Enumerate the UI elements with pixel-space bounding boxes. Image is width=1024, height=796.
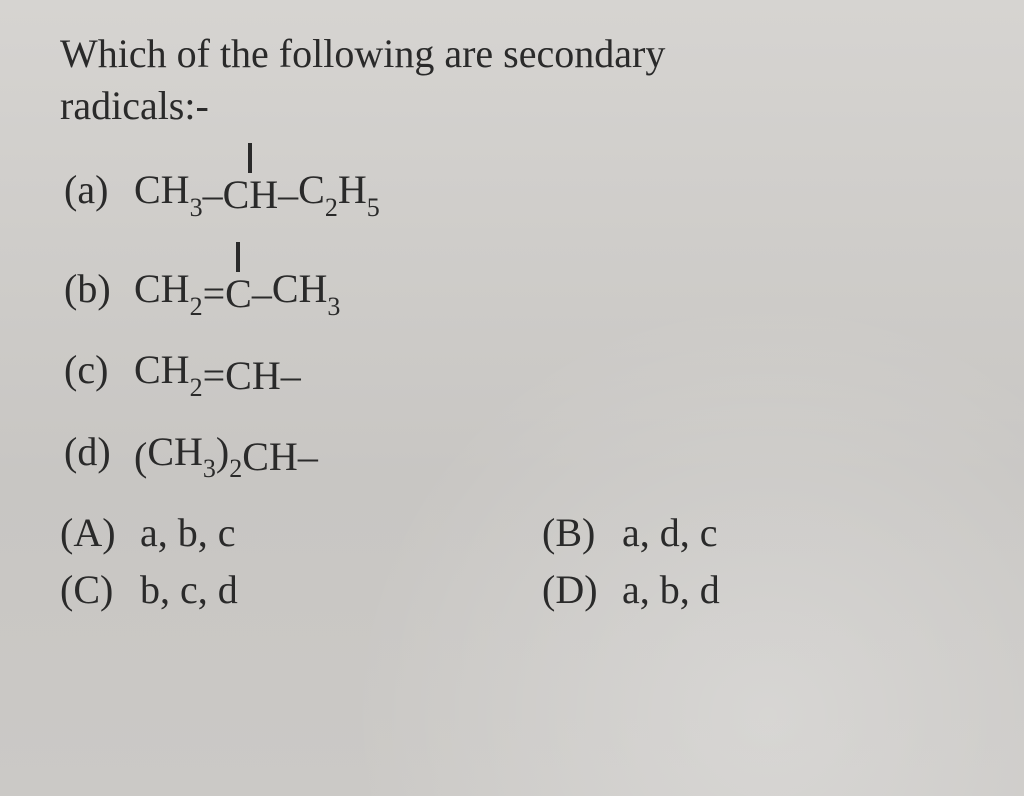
formula-text: CH — [134, 347, 190, 392]
formula-text: – — [281, 353, 301, 398]
formula-text: CH — [147, 429, 203, 474]
formula-fragment: CH3 — [272, 265, 341, 318]
question-line-2: radicals:- — [60, 83, 209, 128]
option-c: (c) CH2 = CH – — [64, 346, 984, 399]
subscript: 2 — [190, 373, 203, 402]
subscript: 2 — [325, 193, 338, 222]
formula-text: – — [298, 434, 318, 479]
bond-line-icon — [236, 242, 240, 272]
answer-D: (D) a, b, d — [542, 566, 984, 613]
option-a-label: (a) — [64, 166, 134, 214]
formula-fragment: CH2 — [134, 346, 203, 399]
subscript: 2 — [190, 292, 203, 321]
formula-text: C — [225, 271, 252, 316]
formula-text: CH — [242, 434, 298, 479]
option-c-formula: CH2 = CH – — [134, 346, 301, 399]
formula-fragment: – — [278, 171, 298, 219]
formula-text: ( — [134, 434, 147, 479]
structure-options: (a) CH3 – CH – C2H5 (b) CH2 = C – CH3 (c… — [60, 166, 984, 481]
formula-text: ) — [216, 429, 229, 474]
formula-fragment: CH — [242, 433, 298, 481]
formula-text: = — [203, 353, 226, 398]
answer-C: (C) b, c, d — [60, 566, 502, 613]
formula-fragment: CH3 — [147, 428, 216, 481]
option-b-label: (b) — [64, 265, 134, 313]
question-line-1: Which of the following are secondary — [60, 31, 665, 76]
option-d-label: (d) — [64, 428, 134, 476]
option-a: (a) CH3 – CH – C2H5 — [64, 166, 984, 219]
formula-text: CH — [225, 353, 281, 398]
option-b: (b) CH2 = C – CH3 — [64, 265, 984, 318]
formula-fragment: C2 — [298, 166, 338, 219]
answer-D-text: a, b, d — [622, 566, 720, 613]
answer-C-text: b, c, d — [140, 566, 238, 613]
answer-D-label: (D) — [542, 566, 622, 613]
option-d-formula: (CH3)2 CH – — [134, 428, 318, 481]
option-a-formula: CH3 – CH – C2H5 — [134, 166, 380, 219]
formula-text: CH — [272, 266, 328, 311]
formula-text: CH — [134, 167, 190, 212]
option-d: (d) (CH3)2 CH – — [64, 428, 984, 481]
answer-B-text: a, d, c — [622, 509, 718, 556]
subscript: 3 — [327, 292, 340, 321]
answer-A-label: (A) — [60, 509, 140, 556]
formula-fragment: CH3 — [134, 166, 203, 219]
answer-B: (B) a, d, c — [542, 509, 984, 556]
formula-text: – — [278, 172, 298, 217]
formula-fragment: = — [203, 270, 226, 318]
formula-text: CH — [223, 172, 279, 217]
formula-text: C — [298, 167, 325, 212]
formula-fragment: – — [281, 352, 301, 400]
formula-fragment: CH — [223, 171, 279, 219]
formula-fragment: ( — [134, 433, 147, 481]
answer-A-text: a, b, c — [140, 509, 236, 556]
formula-text: – — [252, 271, 272, 316]
question-text: Which of the following are secondary rad… — [60, 28, 984, 132]
subscript: 5 — [367, 193, 380, 222]
bond-line-icon — [248, 143, 252, 173]
formula-fragment: H5 — [338, 166, 380, 219]
formula-fragment: – — [298, 433, 318, 481]
answer-B-label: (B) — [542, 509, 622, 556]
formula-text: – — [203, 172, 223, 217]
formula-fragment: = — [203, 352, 226, 400]
option-c-label: (c) — [64, 346, 134, 394]
formula-text: = — [203, 271, 226, 316]
formula-fragment: – — [203, 171, 223, 219]
subscript: 3 — [190, 193, 203, 222]
answer-C-label: (C) — [60, 566, 140, 613]
answer-A: (A) a, b, c — [60, 509, 502, 556]
formula-fragment: – — [252, 270, 272, 318]
formula-fragment: C — [225, 270, 252, 318]
subscript: 2 — [229, 454, 242, 483]
formula-text: H — [338, 167, 367, 212]
formula-fragment: CH2 — [134, 265, 203, 318]
answer-choices: (A) a, b, c (B) a, d, c (C) b, c, d (D) … — [60, 509, 984, 613]
option-b-formula: CH2 = C – CH3 — [134, 265, 340, 318]
subscript: 3 — [203, 454, 216, 483]
page: Which of the following are secondary rad… — [0, 0, 1024, 796]
formula-fragment: )2 — [216, 428, 242, 481]
formula-fragment: CH — [225, 352, 281, 400]
formula-text: CH — [134, 266, 190, 311]
